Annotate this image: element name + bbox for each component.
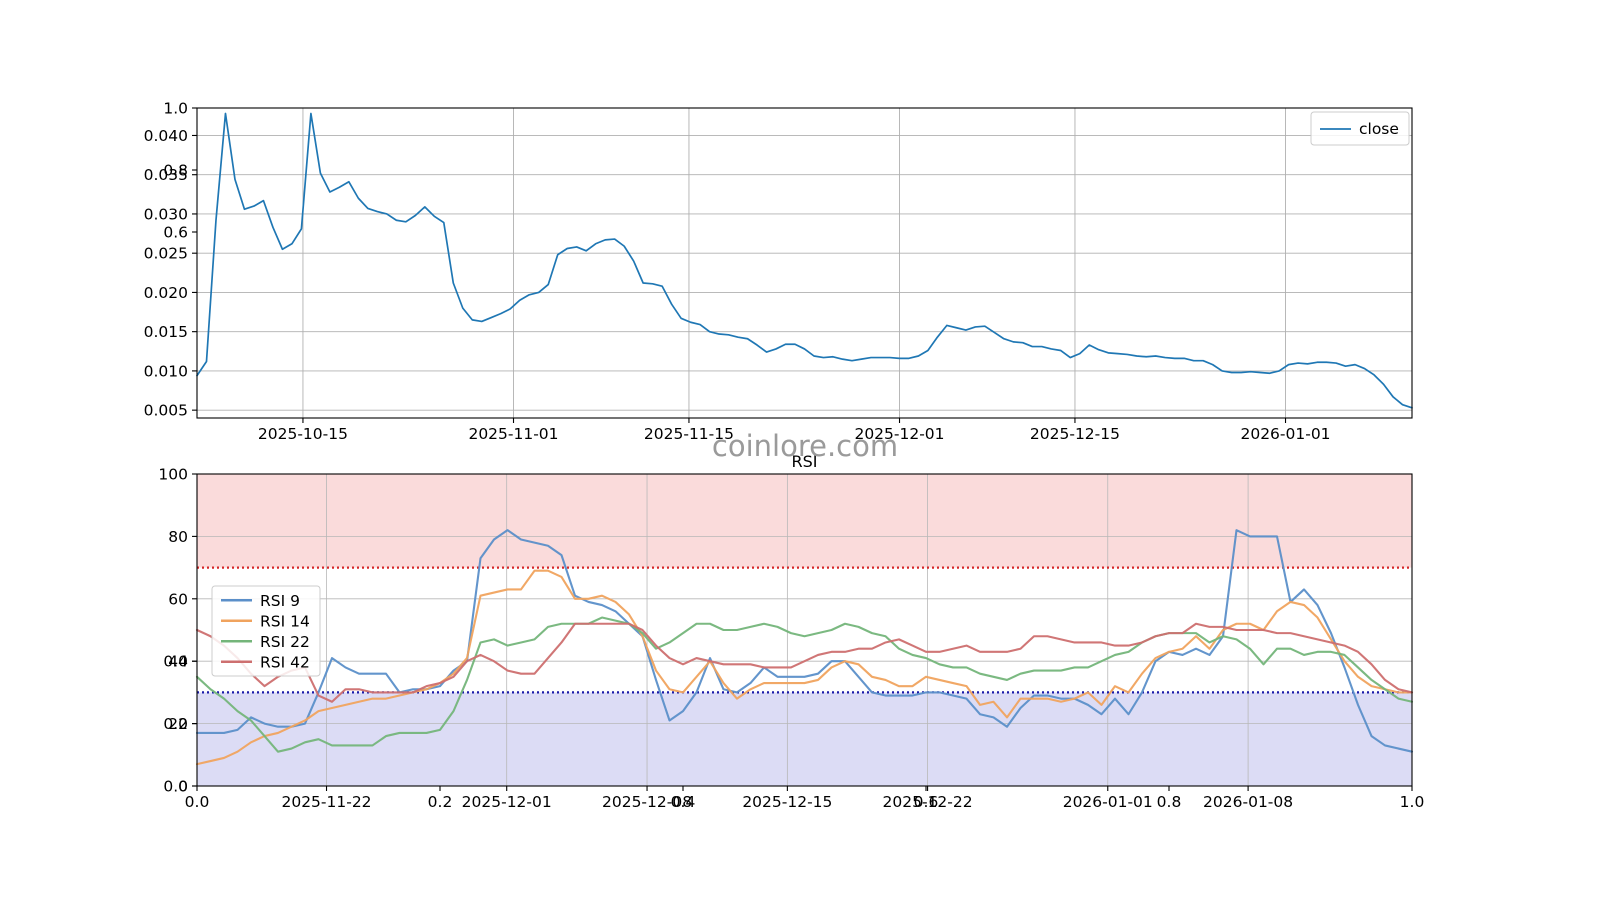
rsi-xtick-secondary-label: 1.0 — [1400, 793, 1425, 811]
price-ytick-label: 0.030 — [144, 205, 188, 223]
price-ytick-secondary-label: 0.8 — [163, 162, 188, 180]
price-axes-frame — [196, 107, 1413, 419]
price-xtick-label: 2026-01-01 — [1240, 425, 1330, 443]
rsi-legend-label-rsi-9: RSI 9 — [260, 592, 300, 610]
rsi-title: RSI — [792, 452, 818, 471]
rsi-ytick-label: 0 — [178, 778, 188, 796]
rsi-ytick-label: 100 — [158, 466, 188, 484]
rsi-xtick-secondary-label: 0.0 — [185, 793, 210, 811]
price-ytick-label: 0.005 — [144, 402, 188, 420]
price-ytick-secondary-label: 1.0 — [163, 100, 188, 118]
rsi-axes-frame — [196, 473, 1413, 787]
price-ytick-label: 0.035 — [144, 166, 188, 184]
rsi-legend-label-rsi-14: RSI 14 — [260, 612, 310, 630]
price-ytick-label: 0.025 — [144, 245, 188, 263]
rsi-xtick-label: 2025-12-22 — [883, 793, 973, 811]
price-legend-box[interactable] — [1310, 111, 1410, 146]
price-xtick-label: 2025-11-15 — [644, 425, 734, 443]
rsi-overbought-band — [197, 474, 1412, 568]
price-xtick-label: 2025-12-01 — [854, 425, 944, 443]
price-ytick-label: 0.040 — [144, 127, 188, 145]
rsi-series-rsi-42 — [195, 622, 1414, 703]
rsi-xtick-secondary-label: 0.6 — [914, 793, 939, 811]
rsi-xtick-secondary-label: 0.2 — [428, 793, 453, 811]
rsi-legend-label-rsi-42: RSI 42 — [260, 653, 310, 671]
rsi-xtick-label: 2026-01-01 — [1063, 793, 1153, 811]
price-xtick-label: 2025-10-15 — [258, 425, 348, 443]
rsi-xtick-label: 2026-01-08 — [1203, 793, 1293, 811]
price-ytick-label: 0.020 — [144, 284, 188, 302]
rsi-legend-label-rsi-22: RSI 22 — [260, 633, 310, 651]
rsi-xtick-label: 2025-12-01 — [462, 793, 552, 811]
rsi-xtick-secondary-label: 0.8 — [1157, 793, 1182, 811]
rsi-ytick-label: 20 — [168, 715, 188, 733]
rsi-legend-box[interactable] — [211, 585, 321, 677]
price-ytick-label: 0.015 — [144, 323, 188, 341]
price-legend-label-close: close — [1359, 120, 1399, 138]
rsi-ytick-secondary-label: 0.2 — [163, 715, 188, 733]
watermark: coinlore.com — [712, 429, 898, 463]
rsi-oversold-band — [197, 692, 1412, 786]
price-ytick-label: 0.010 — [144, 362, 188, 380]
rsi-xtick-label: 2025-12-15 — [742, 793, 832, 811]
price-series-close — [196, 112, 1413, 409]
price-ytick-secondary-label: 0.6 — [163, 224, 188, 242]
price-plot-background — [197, 108, 1412, 418]
rsi-ytick-label: 60 — [168, 590, 188, 608]
rsi-series-rsi-22 — [195, 616, 1414, 753]
rsi-xtick-label: 2025-12-08 — [602, 793, 692, 811]
rsi-ytick-label: 80 — [168, 528, 188, 546]
rsi-ytick-label: 40 — [168, 653, 188, 671]
rsi-xtick-secondary-label: 0.4 — [671, 793, 696, 811]
rsi-series-rsi-14 — [195, 569, 1414, 766]
rsi-ytick-secondary-label: 0.4 — [163, 653, 188, 671]
price-xtick-label: 2025-11-01 — [468, 425, 558, 443]
price-panel: 0.005 0.010 0.015 0.020 0.025 0.030 0.035 0.040… — [144, 100, 1413, 443]
rsi-xtick-label: 2025-11-22 — [281, 793, 371, 811]
price-xtick-label: 2025-12-15 — [1030, 425, 1120, 443]
rsi-panel: 0 20 40 60 80 100 2025-11-22 2025-12-01 2025-12-… — [158, 452, 1424, 811]
rsi-ytick-secondary-label: 0.0 — [163, 778, 188, 796]
